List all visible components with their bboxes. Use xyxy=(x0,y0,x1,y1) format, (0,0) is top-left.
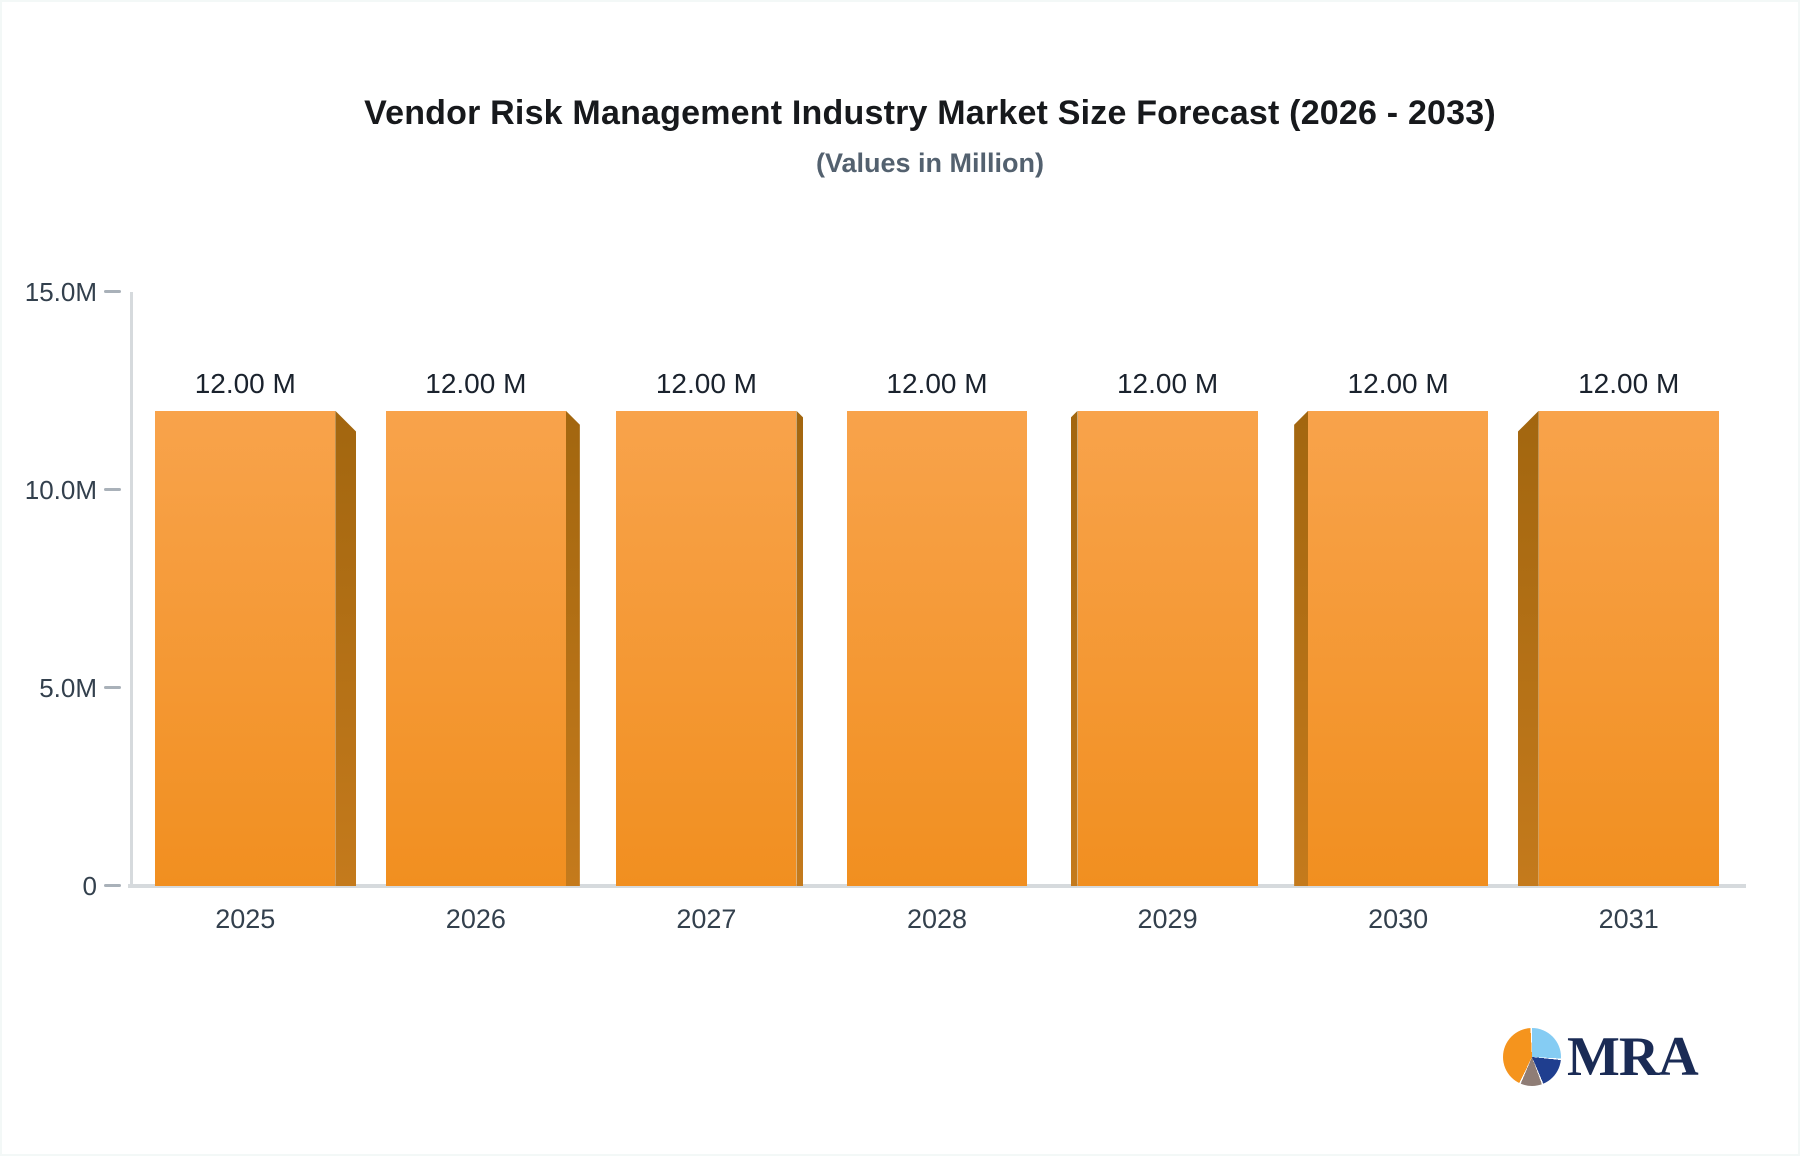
x-axis-label: 2026 xyxy=(445,904,506,934)
bar xyxy=(847,410,1027,886)
pie-chart-logo-icon xyxy=(1503,1028,1561,1086)
bar-3d-side xyxy=(796,410,804,886)
x-axis-label: 2027 xyxy=(676,904,737,934)
bar-value-label: 12.00 M xyxy=(425,367,527,399)
y-tick-mark xyxy=(104,290,121,293)
bar-value-label: 12.00 M xyxy=(886,367,988,399)
bar xyxy=(1077,410,1258,886)
x-axis-label: 2025 xyxy=(215,904,276,934)
bar-value-label: 12.00 M xyxy=(194,367,296,399)
y-tick-mark xyxy=(104,686,121,689)
bar xyxy=(1538,410,1719,886)
bar-3d-side xyxy=(1070,410,1078,886)
x-axis-label: 2030 xyxy=(1368,904,1429,934)
y-tick-label: 15.0M xyxy=(24,277,97,307)
bar xyxy=(385,410,566,886)
bar-value-label: 12.00 M xyxy=(1578,367,1680,399)
x-axis-label: 2028 xyxy=(906,904,968,934)
bar-value-label: 12.00 M xyxy=(1347,367,1449,399)
bar xyxy=(155,410,336,886)
bar xyxy=(616,410,797,886)
y-tick-label: 5.0M xyxy=(39,673,97,703)
y-axis-line xyxy=(130,292,133,886)
y-tick-mark xyxy=(104,884,121,887)
x-axis-label: 2029 xyxy=(1137,904,1198,934)
bar-3d-side xyxy=(565,410,580,886)
logo-text: MRA xyxy=(1567,1026,1699,1088)
chart-title: Vendor Risk Management Industry Market S… xyxy=(364,94,1496,132)
bar-value-label: 12.00 M xyxy=(1116,367,1219,399)
bar xyxy=(1308,410,1489,886)
y-tick-label: 0 xyxy=(82,871,97,901)
bar-3d-side xyxy=(1294,410,1309,886)
mra-logo: MRA xyxy=(1503,1026,1699,1088)
chart-subtitle: (Values in Million) xyxy=(815,148,1045,178)
y-tick-label: 10.0M xyxy=(24,475,97,505)
bar-value-label: 12.00 M xyxy=(655,367,757,399)
y-tick-mark xyxy=(104,488,121,491)
x-axis-line xyxy=(128,884,1746,888)
x-axis-label: 2031 xyxy=(1598,904,1659,934)
bar-3d-side xyxy=(1517,410,1539,886)
bar-3d-side xyxy=(335,410,357,886)
